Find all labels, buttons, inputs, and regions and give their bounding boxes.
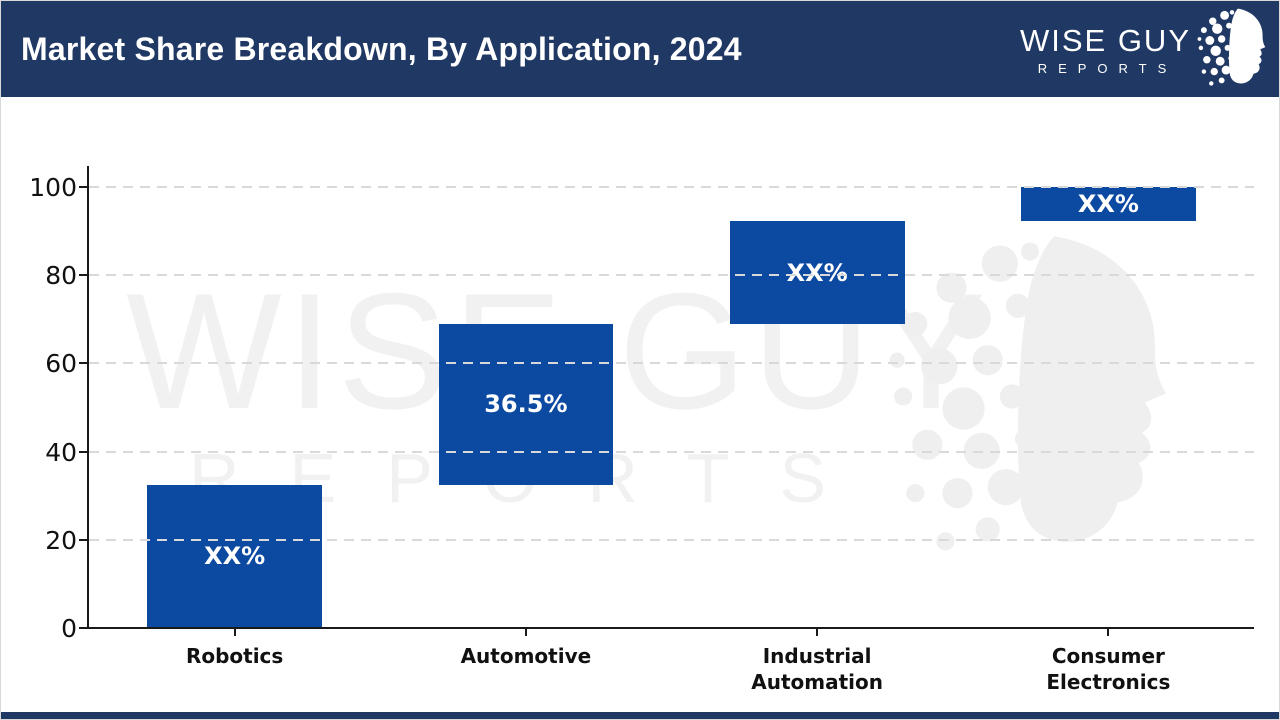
gridline-80 [89, 274, 1254, 277]
bar-consumer-electronics: XX% [1021, 187, 1196, 222]
ytick-mark-100 [79, 186, 87, 188]
ytick-label-40: 40 [45, 437, 77, 467]
ytick-mark-20 [79, 538, 87, 541]
ytick-mark-40 [79, 450, 87, 453]
gridline-100 [89, 186, 1254, 188]
ytick-mark-0 [79, 627, 87, 629]
gridline-60 [89, 362, 1254, 365]
logo-text: WISE GUY REPORTS [1020, 23, 1191, 76]
bar-value-label: 36.5% [484, 390, 568, 419]
bar-industrial-automation: XX% [729, 221, 905, 324]
bar-value-label: XX% [786, 258, 848, 287]
wiseguy-logo: WISE GUY REPORTS [1020, 1, 1269, 97]
logo-subtext: REPORTS [1037, 60, 1178, 76]
gridline-40 [89, 450, 1254, 453]
ytick-label-0: 0 [61, 614, 77, 643]
watermark-face-icon [889, 236, 1166, 551]
ytick-label-80: 80 [45, 261, 77, 291]
bar-robotics: XX% [147, 484, 322, 628]
xtick-mark-automotive [524, 629, 527, 636]
gridline-20 [89, 538, 1254, 541]
xtick-mark-industrial-automation [816, 629, 819, 636]
ytick-label-100: 100 [29, 173, 77, 202]
y-axis-line [87, 166, 89, 629]
xtick-mark-consumer-electronics [1107, 629, 1110, 636]
plot-area: XX% 36.5% XX% XX% [89, 151, 1254, 628]
header-bar: Market Share Breakdown, By Application, … [1, 1, 1279, 97]
x-axis-line [87, 627, 1254, 629]
xtick-mark-robotics [233, 629, 236, 636]
category-label-robotics: Robotics [185, 644, 284, 668]
ytick-label-60: 60 [45, 349, 77, 379]
chart-title: Market Share Breakdown, By Application, … [21, 30, 742, 67]
logo-wordmark: WISE GUY [1019, 22, 1191, 58]
ytick-mark-60 [79, 362, 87, 365]
bar-value-label: XX% [204, 542, 266, 571]
category-label-automotive: Automotive [460, 644, 592, 668]
category-label-consumer-electronics: Consumer Electronics [1046, 644, 1171, 694]
bar-value-label: XX% [1077, 190, 1139, 219]
ytick-label-20: 20 [45, 525, 77, 555]
footer-bar [1, 712, 1279, 719]
bar-automotive: 36.5% [438, 323, 614, 485]
logo-face-icon [1197, 8, 1266, 86]
category-label-industrial-automation: Industrial Automation [751, 644, 883, 694]
ytick-mark-80 [79, 274, 87, 277]
